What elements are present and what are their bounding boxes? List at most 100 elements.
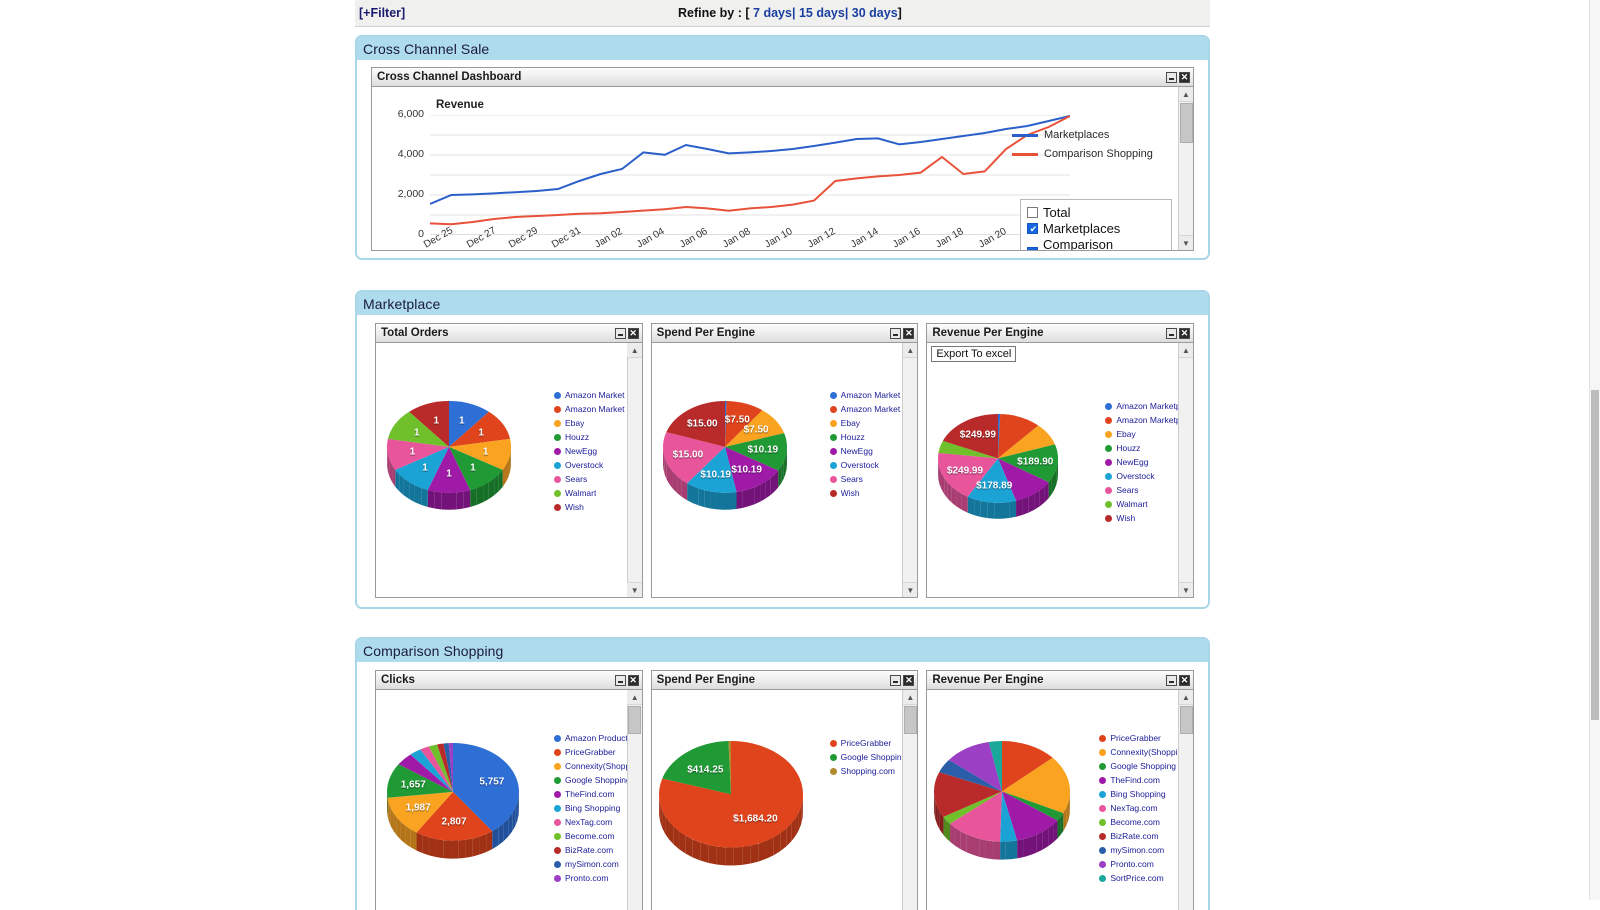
scrollbar-cross-channel-dashboard[interactable]: ▲ ▼	[1178, 87, 1193, 250]
close-icon[interactable]	[903, 675, 914, 686]
close-icon[interactable]	[628, 328, 639, 339]
minimize-icon[interactable]	[1166, 328, 1177, 339]
pie-legend-item[interactable]: Sears	[554, 474, 627, 485]
pie-legend-item[interactable]: Google Shopping	[830, 752, 903, 763]
pie-legend-item[interactable]: Wish	[1105, 513, 1178, 524]
pie-legend-item[interactable]: PriceGrabber	[830, 738, 903, 749]
scrollbar-mp-total-orders[interactable]: ▲ ▼	[627, 343, 642, 597]
refine-7-days-link[interactable]: 7 days	[753, 6, 792, 20]
pie-legend-item[interactable]: Shopping.com	[830, 766, 903, 777]
pie-legend-item[interactable]: Amazon Market UK	[830, 390, 903, 401]
minimize-icon[interactable]	[890, 675, 901, 686]
pie-legend-item[interactable]: Google Shopping	[1099, 761, 1178, 772]
pie-legend-item[interactable]: Ebay	[830, 418, 903, 429]
pie-legend-item[interactable]: Ebay	[1105, 429, 1178, 440]
close-icon[interactable]	[628, 675, 639, 686]
scroll-down-arrow-icon[interactable]: ▼	[903, 582, 918, 597]
page-scrollbar-thumb[interactable]	[1591, 390, 1599, 720]
pie-legend-item[interactable]: SortPrice.com	[1099, 873, 1178, 884]
pie-legend-item[interactable]: Overstock	[554, 460, 627, 471]
pie-legend-item[interactable]: Become.com	[1099, 817, 1178, 828]
checkbox-row-total[interactable]: Total	[1027, 205, 1163, 220]
scroll-down-arrow-icon[interactable]: ▼	[627, 582, 642, 597]
minimize-icon[interactable]	[890, 328, 901, 339]
pie-legend-item[interactable]: PriceGrabber	[554, 747, 627, 758]
pie-legend-item[interactable]: NewEgg	[554, 446, 627, 457]
close-icon[interactable]	[1179, 328, 1190, 339]
pie-legend-item[interactable]: Sears	[830, 474, 903, 485]
scrollbar-thumb[interactable]	[1180, 706, 1193, 734]
pie-legend-item[interactable]: TheFind.com	[554, 789, 627, 800]
minimize-icon[interactable]	[615, 328, 626, 339]
pie-legend-item[interactable]: Wish	[830, 488, 903, 499]
pie-legend-item[interactable]: Sears	[1105, 485, 1178, 496]
scrollbar-mp-revenue-per-engine[interactable]: ▲ ▼	[1178, 343, 1193, 597]
refine-30-days-link[interactable]: 30 days	[852, 6, 898, 20]
scroll-up-arrow-icon[interactable]: ▲	[903, 343, 918, 358]
pie-legend-item[interactable]: mySimon.com	[1099, 845, 1178, 856]
pie-legend-item[interactable]: NewEgg	[830, 446, 903, 457]
scroll-up-arrow-icon[interactable]: ▲	[1179, 690, 1194, 705]
pie-legend-item[interactable]: Houzz	[1105, 443, 1178, 454]
pie-legend-item[interactable]: NexTag.com	[554, 817, 627, 828]
scrollbar-mp-spend-per-engine[interactable]: ▲ ▼	[902, 343, 917, 597]
pie-legend-item[interactable]: Connexity(Shopping.com)	[1099, 747, 1178, 758]
scrollbar-cs-clicks[interactable]: ▲	[627, 690, 642, 910]
close-icon[interactable]	[1179, 72, 1190, 83]
pie-legend-item[interactable]: NewEgg	[1105, 457, 1178, 468]
pie-legend-item[interactable]: Pronto.com	[554, 873, 627, 884]
pie-legend-item[interactable]: NexTag.com	[1099, 803, 1178, 814]
pie-legend-item[interactable]: Houzz	[830, 432, 903, 443]
checkbox-row-marketplaces[interactable]: Marketplaces	[1027, 221, 1163, 236]
minimize-icon[interactable]	[1166, 72, 1177, 83]
scroll-up-arrow-icon[interactable]: ▲	[1179, 87, 1194, 102]
pie-legend-item[interactable]: Amazon Market US	[554, 404, 627, 415]
scrollbar-cs-revenue-per-engine[interactable]: ▲	[1178, 690, 1193, 910]
close-icon[interactable]	[1179, 675, 1190, 686]
page-scrollbar[interactable]	[1589, 0, 1600, 900]
pie-legend-item[interactable]: Amazon Market UK	[554, 390, 627, 401]
minimize-icon[interactable]	[1166, 675, 1177, 686]
add-filter-link[interactable]: [+Filter]	[359, 6, 405, 20]
checkbox-total[interactable]	[1027, 207, 1038, 218]
scrollbar-cs-spend-per-engine[interactable]: ▲	[902, 690, 917, 910]
pie-legend-item[interactable]: BizRate.com	[554, 845, 627, 856]
pie-legend-item[interactable]: Amazon Marketplace UK	[1105, 401, 1178, 412]
scrollbar-thumb[interactable]	[628, 706, 641, 734]
pie-legend-item[interactable]: BizRate.com	[1099, 831, 1178, 842]
pie-legend-item[interactable]: Houzz	[554, 432, 627, 443]
pie-legend-item[interactable]: Google Shopping	[554, 775, 627, 786]
scrollbar-thumb[interactable]	[1180, 103, 1193, 143]
scroll-down-arrow-icon[interactable]: ▼	[1179, 582, 1194, 597]
minimize-icon[interactable]	[615, 675, 626, 686]
pie-legend-item[interactable]: Ebay	[554, 418, 627, 429]
pie-legend-item[interactable]: Connexity(Shopping.com)	[554, 761, 627, 772]
pie-legend-item[interactable]: Wish	[554, 502, 627, 513]
pie-legend-item[interactable]: Overstock	[830, 460, 903, 471]
scroll-up-arrow-icon[interactable]: ▲	[627, 343, 642, 358]
refine-15-days-link[interactable]: 15 days	[799, 6, 845, 20]
pie-legend-item[interactable]: Overstock	[1105, 471, 1178, 482]
pie-legend-item[interactable]: TheFind.com	[1099, 775, 1178, 786]
pie-legend-item[interactable]: mySimon.com	[554, 859, 627, 870]
pie-legend-item[interactable]: Bing Shopping	[1099, 789, 1178, 800]
pie-legend-item[interactable]: PriceGrabber	[1099, 733, 1178, 744]
pie-legend-item[interactable]: Amazon Market US	[830, 404, 903, 415]
checkbox-comparison-shopping[interactable]	[1027, 247, 1038, 251]
pie-legend-item[interactable]: Bing Shopping	[554, 803, 627, 814]
checkbox-row-comparison-shopping[interactable]: Comparison Shopping	[1027, 237, 1163, 250]
scroll-up-arrow-icon[interactable]: ▲	[1179, 343, 1194, 358]
scroll-up-arrow-icon[interactable]: ▲	[627, 690, 642, 705]
pie-legend-item[interactable]: Pronto.com	[1099, 859, 1178, 870]
pie-legend-item[interactable]: Amazon Marketplace US	[1105, 415, 1178, 426]
close-icon[interactable]	[903, 328, 914, 339]
scrollbar-thumb[interactable]	[904, 706, 917, 734]
pie-legend-item[interactable]: Become.com	[554, 831, 627, 842]
scroll-up-arrow-icon[interactable]: ▲	[903, 690, 918, 705]
pie-legend-item[interactable]: Amazon Product Ads	[554, 733, 627, 744]
export-to-excel-button[interactable]: Export To excel	[931, 346, 1016, 362]
pie-legend-item[interactable]: Walmart	[554, 488, 627, 499]
scroll-down-arrow-icon[interactable]: ▼	[1179, 235, 1194, 250]
checkbox-marketplaces[interactable]	[1027, 223, 1038, 234]
pie-legend-item[interactable]: Walmart	[1105, 499, 1178, 510]
